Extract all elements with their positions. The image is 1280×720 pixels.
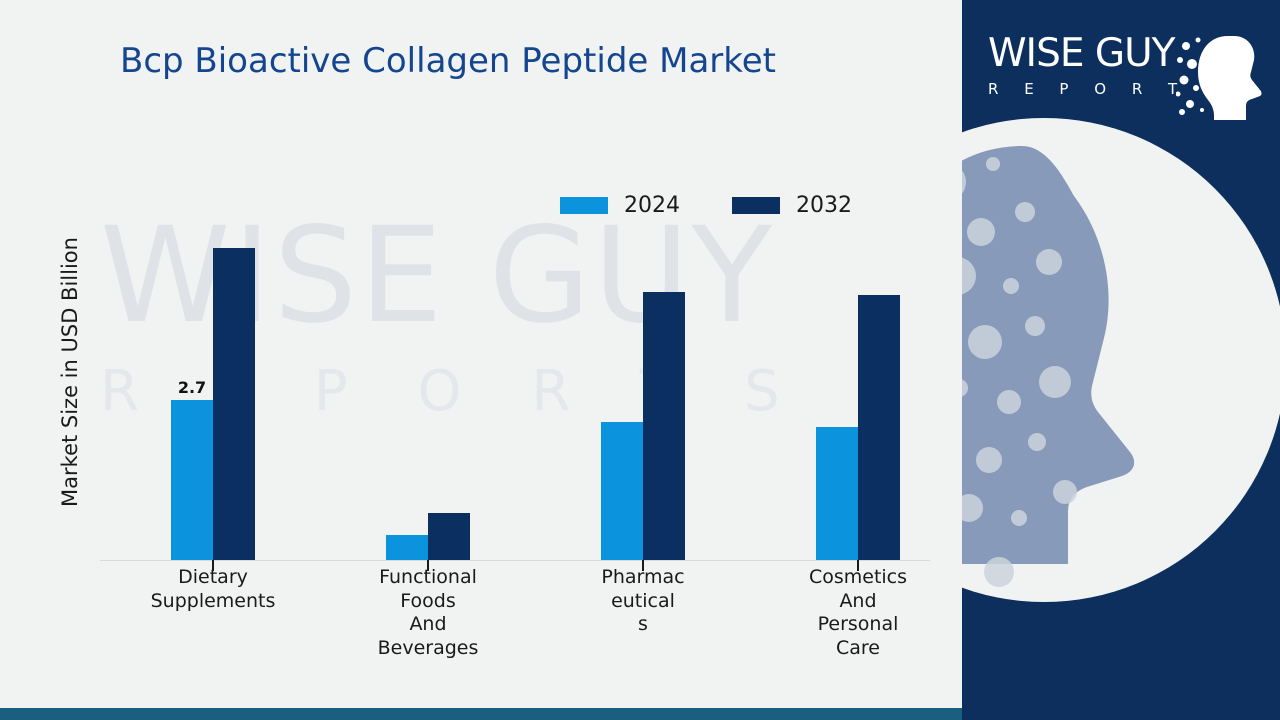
x-axis-tick-3	[857, 560, 859, 571]
logo-wordmark: WISE GUY	[988, 31, 1175, 76]
category-label-line: Dietary	[178, 566, 248, 588]
category-label-line: s	[638, 613, 648, 636]
category-label-line: Supplements	[150, 589, 276, 612]
category-label-line: Functional	[379, 566, 477, 588]
logo-subtitle: R E P O R T S	[988, 80, 1223, 98]
bar-value-label-0-0: 2.7	[177, 377, 207, 397]
bar-2024-3[interactable]	[816, 426, 858, 560]
bar-2024-0[interactable]	[171, 400, 213, 560]
plot-area: 2.7 Dietary Supplements Functional Foods And B…	[100, 247, 948, 660]
legend-item-2024[interactable]: 2024	[560, 193, 680, 218]
x-axis-baseline	[100, 560, 930, 561]
x-axis-category-label-2: Pharmac eutical s	[553, 566, 733, 637]
head-silhouette-icon	[962, 146, 1135, 564]
category-label-line: Personal	[817, 613, 899, 636]
legend-label-2024: 2024	[624, 193, 680, 218]
category-label-line: Foods	[400, 589, 456, 612]
legend-swatch-2032	[732, 197, 780, 214]
category-label-line: Pharmac	[601, 566, 685, 588]
logo-head-icon	[1176, 36, 1262, 120]
bar-2032-3[interactable]	[858, 295, 900, 560]
bar-2024-2[interactable]	[601, 421, 643, 560]
brand-logo: WISE GUY R E P O R T S	[988, 34, 1268, 120]
bar-2032-0[interactable]	[213, 247, 255, 560]
x-axis-tick-1	[427, 560, 429, 571]
page-title: Bcp Bioactive Collagen Peptide Market	[120, 41, 777, 81]
bar-2032-2[interactable]	[643, 292, 685, 560]
bar-2024-1[interactable]	[386, 535, 428, 560]
category-label-line: Beverages	[377, 636, 479, 659]
head-dots-decoration	[962, 157, 1077, 587]
x-axis-tick-2	[642, 560, 644, 571]
bar-2032-1[interactable]	[428, 513, 470, 560]
chart-legend: 2024 2032	[560, 193, 852, 218]
x-axis-tick-0	[212, 560, 214, 571]
category-label-line: eutical	[611, 589, 675, 612]
bottom-accent-strip	[0, 708, 962, 720]
category-label-line: And	[839, 589, 877, 612]
x-axis-category-label-3: Cosmetics And Personal Care	[768, 566, 948, 660]
category-label-line: Cosmetics	[808, 566, 908, 588]
bar-chart: Market Size in USD Billion 2024 2032 2.7…	[58, 193, 948, 660]
x-axis-category-label-0: Dietary Supplements	[123, 566, 303, 613]
category-label-line: Care	[836, 636, 880, 659]
x-axis-category-label-1: Functional Foods And Beverages	[338, 566, 518, 660]
legend-item-2032[interactable]: 2032	[732, 193, 852, 218]
legend-label-2032: 2032	[796, 193, 852, 218]
legend-swatch-2024	[560, 197, 608, 214]
category-label-line: And	[409, 613, 447, 636]
